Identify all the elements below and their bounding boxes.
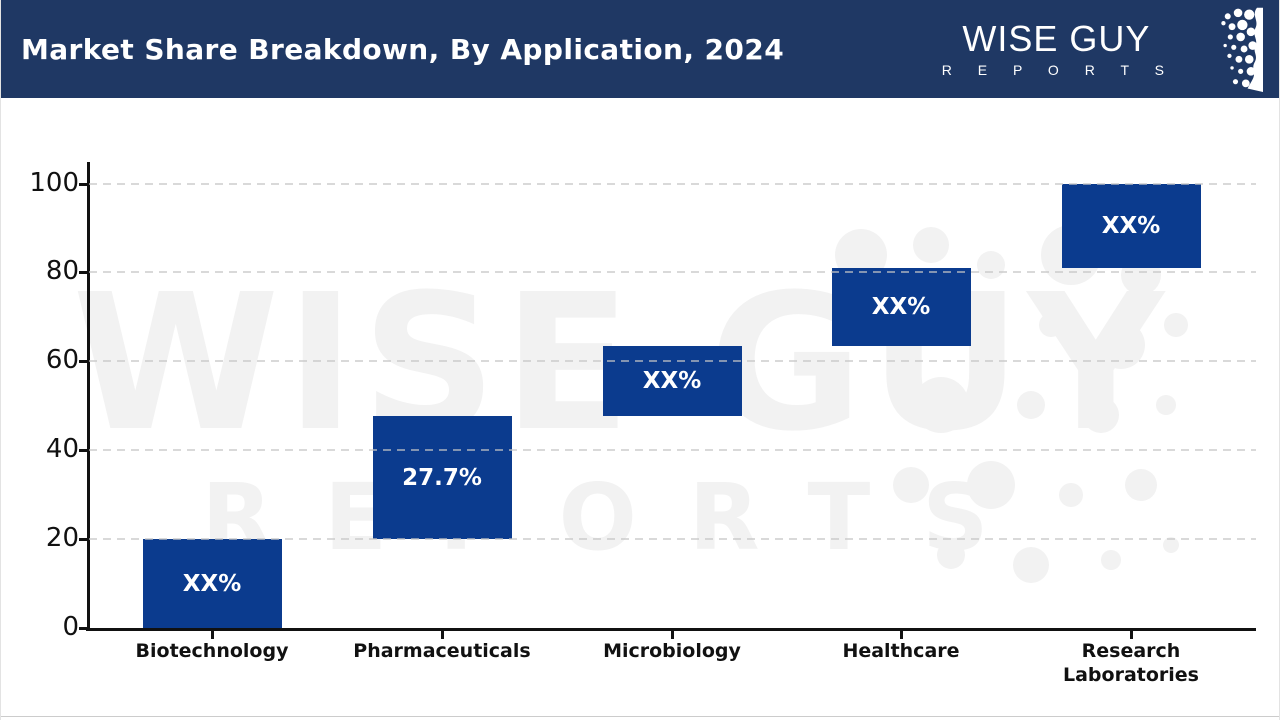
y-tick-mark (79, 627, 87, 630)
bar-biotechnology: XX% (142, 539, 282, 628)
bar-microbiology: XX% (602, 345, 742, 416)
x-tick-mark (900, 631, 903, 639)
x-tick-mark (441, 631, 444, 639)
bar-value-label: XX% (642, 367, 702, 394)
x-tick-mark (671, 631, 674, 639)
page-title: Market Share Breakdown, By Application, … (21, 32, 785, 66)
brand-logo: WISE GUY R E P O R T S (938, 0, 1263, 98)
x-axis-label: Pharmaceuticals (353, 640, 531, 662)
y-tick-mark (79, 271, 87, 275)
gridline-20 (89, 538, 1256, 541)
y-tick-label: 0 (62, 612, 79, 642)
brand-logo-text: WISE GUY R E P O R T S (938, 18, 1175, 78)
x-axis (86, 628, 1256, 631)
gridline-60 (89, 360, 1256, 363)
y-tick-label: 60 (45, 345, 79, 376)
bar-value-label: XX% (1101, 212, 1161, 239)
y-tick-mark (79, 182, 87, 186)
y-tick-mark (79, 449, 87, 453)
x-axis-label: Research Laboratories (1063, 640, 1199, 686)
brand-name: WISE GUY (962, 18, 1151, 59)
gridline-80 (89, 271, 1256, 274)
bar-value-label: XX% (182, 570, 242, 597)
brand-subtitle: R E P O R T S (941, 62, 1175, 78)
gridline-40 (89, 449, 1256, 452)
y-tick-label: 20 (45, 523, 79, 554)
header-bar: Market Share Breakdown, By Application, … (1, 0, 1279, 98)
y-tick-label: 80 (45, 256, 79, 287)
y-tick-mark (79, 360, 87, 364)
y-tick-mark (79, 538, 87, 542)
y-axis (87, 162, 90, 631)
bar-research-laboratories: XX% (1061, 183, 1201, 268)
x-axis-label: Healthcare (842, 640, 960, 662)
dotted-head-icon (1221, 7, 1263, 92)
x-tick-mark (1130, 631, 1133, 639)
x-tick-mark (211, 631, 214, 639)
x-axis-label: Biotechnology (135, 640, 289, 662)
bar-value-label: 27.7% (402, 464, 482, 491)
y-tick-label: 40 (45, 434, 79, 465)
y-tick-label: 100 (29, 167, 79, 198)
bar-value-label: XX% (871, 293, 931, 320)
bar-healthcare: XX% (831, 267, 971, 346)
bar-pharmaceuticals: 27.7% (372, 415, 512, 540)
gridline-100 (89, 182, 1256, 185)
x-axis-label: Microbiology (603, 640, 741, 662)
bottom-divider (1, 716, 1279, 717)
